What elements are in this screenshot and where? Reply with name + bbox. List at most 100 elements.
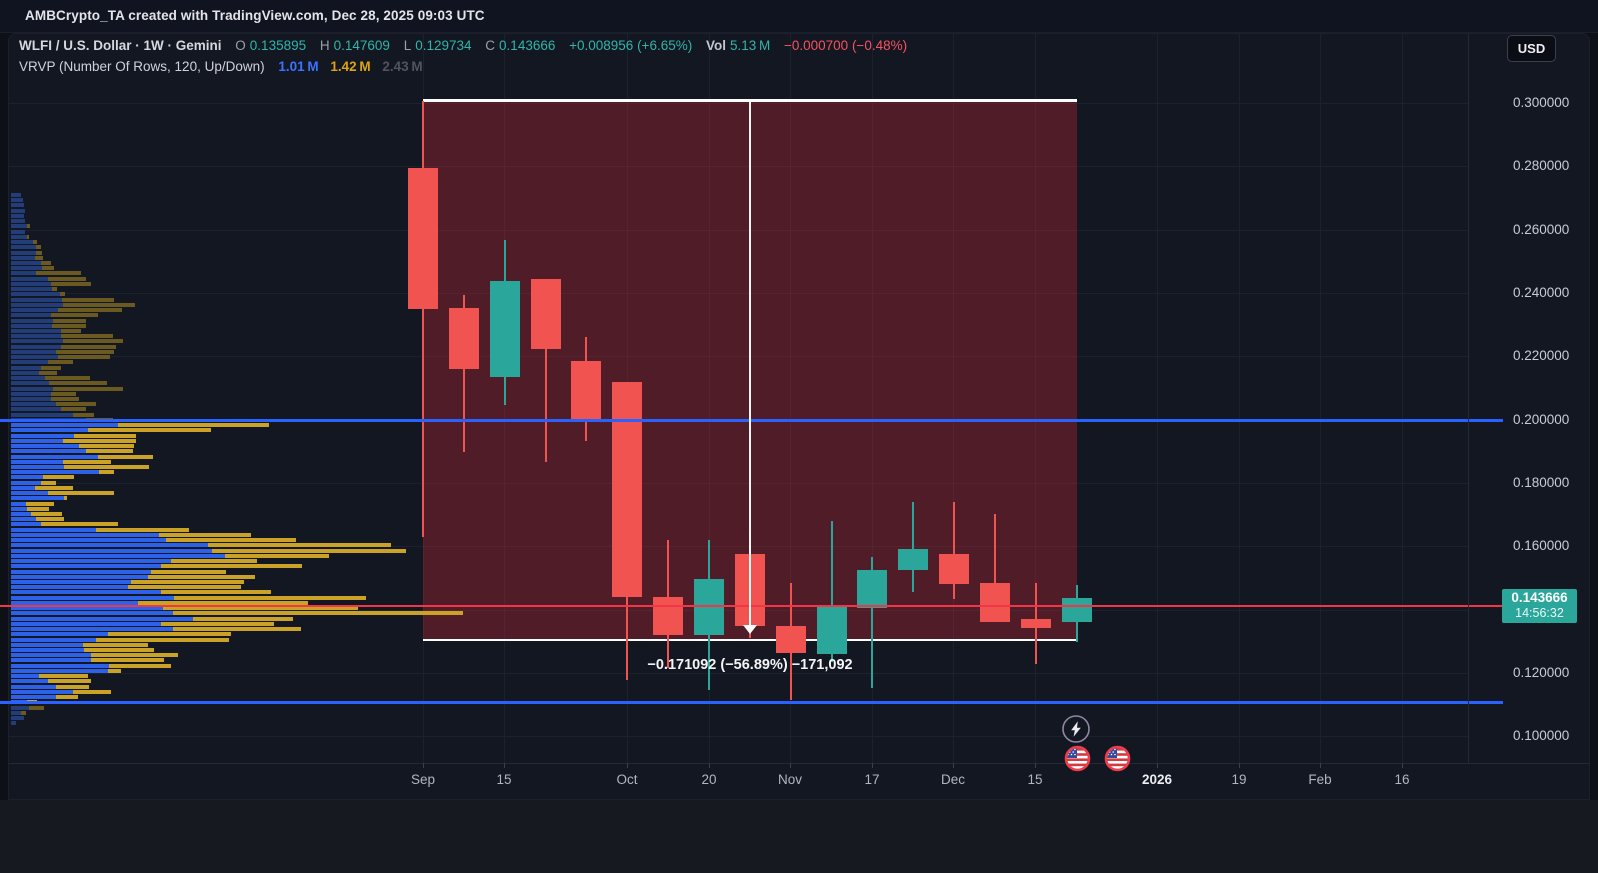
- vrvp-up-bar: [11, 460, 63, 464]
- vrvp-up-bar: [11, 596, 174, 600]
- v-gridline: [790, 34, 791, 763]
- price-axis-label[interactable]: 0.280000: [1513, 158, 1570, 173]
- current-price-label: 0.143666 14:56:32: [1502, 589, 1577, 623]
- vrvp-down-bar: [108, 632, 231, 636]
- v-gridline: [872, 34, 873, 763]
- vrvp-up-bar: [11, 617, 193, 621]
- vrvp-up-bar: [11, 554, 225, 558]
- vrvp-up-bar: [11, 355, 58, 359]
- price-axis-label[interactable]: 0.120000: [1513, 665, 1570, 680]
- price-axis-label[interactable]: 0.160000: [1513, 538, 1570, 553]
- time-axis-label[interactable]: Sep: [410, 772, 436, 787]
- vrvp-up-bar: [11, 486, 35, 490]
- vrvp-down-bar: [56, 402, 96, 406]
- chart-legend: WLFI / U.S. Dollar · 1W · Gemini O 0.1358…: [19, 38, 911, 80]
- vrvp-down-bar: [61, 407, 86, 411]
- vrvp-up-bar: [11, 256, 35, 260]
- candle-wick: [953, 502, 955, 599]
- vrvp-down-bar: [53, 319, 86, 323]
- vrvp-up-bar: [11, 209, 25, 213]
- time-axis-label[interactable]: Dec: [940, 772, 965, 787]
- time-axis-tick: [1320, 763, 1321, 768]
- vrvp-up-bar: [11, 392, 51, 396]
- candle-body: [612, 382, 642, 597]
- vrvp-down-bar: [96, 528, 189, 532]
- price-axis-label[interactable]: 0.240000: [1513, 285, 1570, 300]
- h-gridline: [9, 293, 1468, 294]
- vrvp-up-bar: [11, 277, 48, 281]
- event-lightning-icon[interactable]: [1061, 714, 1091, 749]
- currency-toggle-button[interactable]: USD: [1507, 35, 1556, 62]
- vrvp-down-bar: [61, 334, 113, 338]
- vrvp-down-bar: [51, 392, 76, 396]
- vrvp-down-bar: [33, 240, 37, 244]
- event-us-flag-icon[interactable]: [1064, 745, 1091, 777]
- candle-body: [776, 626, 806, 653]
- candle-body: [1021, 619, 1051, 628]
- indicator-row[interactable]: VRVP (Number Of Rows, 120, Up/Down) 1.01…: [19, 59, 911, 80]
- vrvp-down-bar: [138, 601, 308, 605]
- v-gridline: [1239, 34, 1240, 763]
- vrvp-down-bar: [91, 653, 178, 657]
- price-axis-label[interactable]: 0.180000: [1513, 475, 1570, 490]
- current-price-line[interactable]: [0, 605, 1503, 607]
- support-resistance-line[interactable]: [0, 701, 1503, 704]
- price-axis-label[interactable]: 0.100000: [1513, 728, 1570, 743]
- price-axis-label[interactable]: 0.220000: [1513, 348, 1570, 363]
- vrvp-up-bar: [11, 402, 56, 406]
- price-axis-label[interactable]: 0.300000: [1513, 95, 1570, 110]
- vrvp-up-bar: [11, 533, 159, 537]
- symbol-row[interactable]: WLFI / U.S. Dollar · 1W · Gemini O 0.1358…: [19, 38, 911, 59]
- time-axis-label[interactable]: 2026: [1141, 772, 1173, 787]
- chart-panel[interactable]: [8, 33, 1590, 800]
- price-axis-label[interactable]: 0.260000: [1513, 222, 1570, 237]
- vrvp-down-bar: [39, 371, 57, 375]
- vrvp-down-bar: [35, 486, 73, 490]
- time-axis-tick: [1157, 763, 1158, 768]
- vrvp-up-bar: [11, 664, 109, 668]
- vrvp-up-bar: [11, 413, 73, 417]
- price-range-box-bottom-edge: [423, 639, 1077, 641]
- time-axis-label[interactable]: 20: [701, 772, 717, 787]
- candle-body: [1062, 598, 1092, 622]
- support-resistance-line[interactable]: [0, 419, 1503, 422]
- vrvp-up-bar: [11, 685, 56, 689]
- time-axis-label[interactable]: Feb: [1308, 772, 1332, 787]
- vrvp-down-bar: [43, 475, 74, 479]
- candle-body: [980, 583, 1010, 622]
- candle-body: [449, 308, 479, 369]
- vrvp-up-bar: [11, 711, 21, 715]
- bar-countdown: 14:56:32: [1515, 606, 1564, 620]
- time-axis-label[interactable]: 17: [864, 772, 880, 787]
- time-axis-label[interactable]: 19: [1231, 772, 1247, 787]
- candle-body: [531, 279, 561, 349]
- low-label: L: [403, 38, 412, 53]
- vrvp-down-bar: [64, 496, 67, 500]
- vrvp-up-bar: [11, 303, 63, 307]
- vrvp-up-bar: [11, 245, 36, 249]
- candle-wick: [831, 521, 833, 662]
- vrvp-down-bar: [91, 658, 164, 662]
- price-axis-label[interactable]: 0.200000: [1513, 412, 1570, 427]
- time-axis-label[interactable]: 15: [1027, 772, 1043, 787]
- low-value: 0.129734: [415, 38, 472, 53]
- time-axis-label[interactable]: Oct: [616, 772, 638, 787]
- vrvp-up-bar: [11, 638, 96, 642]
- time-axis-label[interactable]: 16: [1394, 772, 1410, 787]
- vrvp-up-bar: [11, 653, 91, 657]
- time-axis-tick: [1402, 763, 1403, 768]
- v-gridline: [953, 34, 954, 763]
- v-gridline: [1402, 34, 1403, 763]
- candle-body: [898, 549, 928, 570]
- vrvp-down-bar: [63, 303, 135, 307]
- vrvp-down-bar: [62, 298, 114, 302]
- event-us-flag-icon[interactable]: [1104, 745, 1131, 777]
- vrvp-up-bar: [11, 339, 63, 343]
- vrvp-up-bar: [11, 643, 83, 647]
- time-axis-label[interactable]: Nov: [777, 772, 802, 787]
- time-axis-label[interactable]: 15: [496, 772, 512, 787]
- vrvp-down-bar: [128, 585, 241, 589]
- high-value: 0.147609: [333, 38, 390, 53]
